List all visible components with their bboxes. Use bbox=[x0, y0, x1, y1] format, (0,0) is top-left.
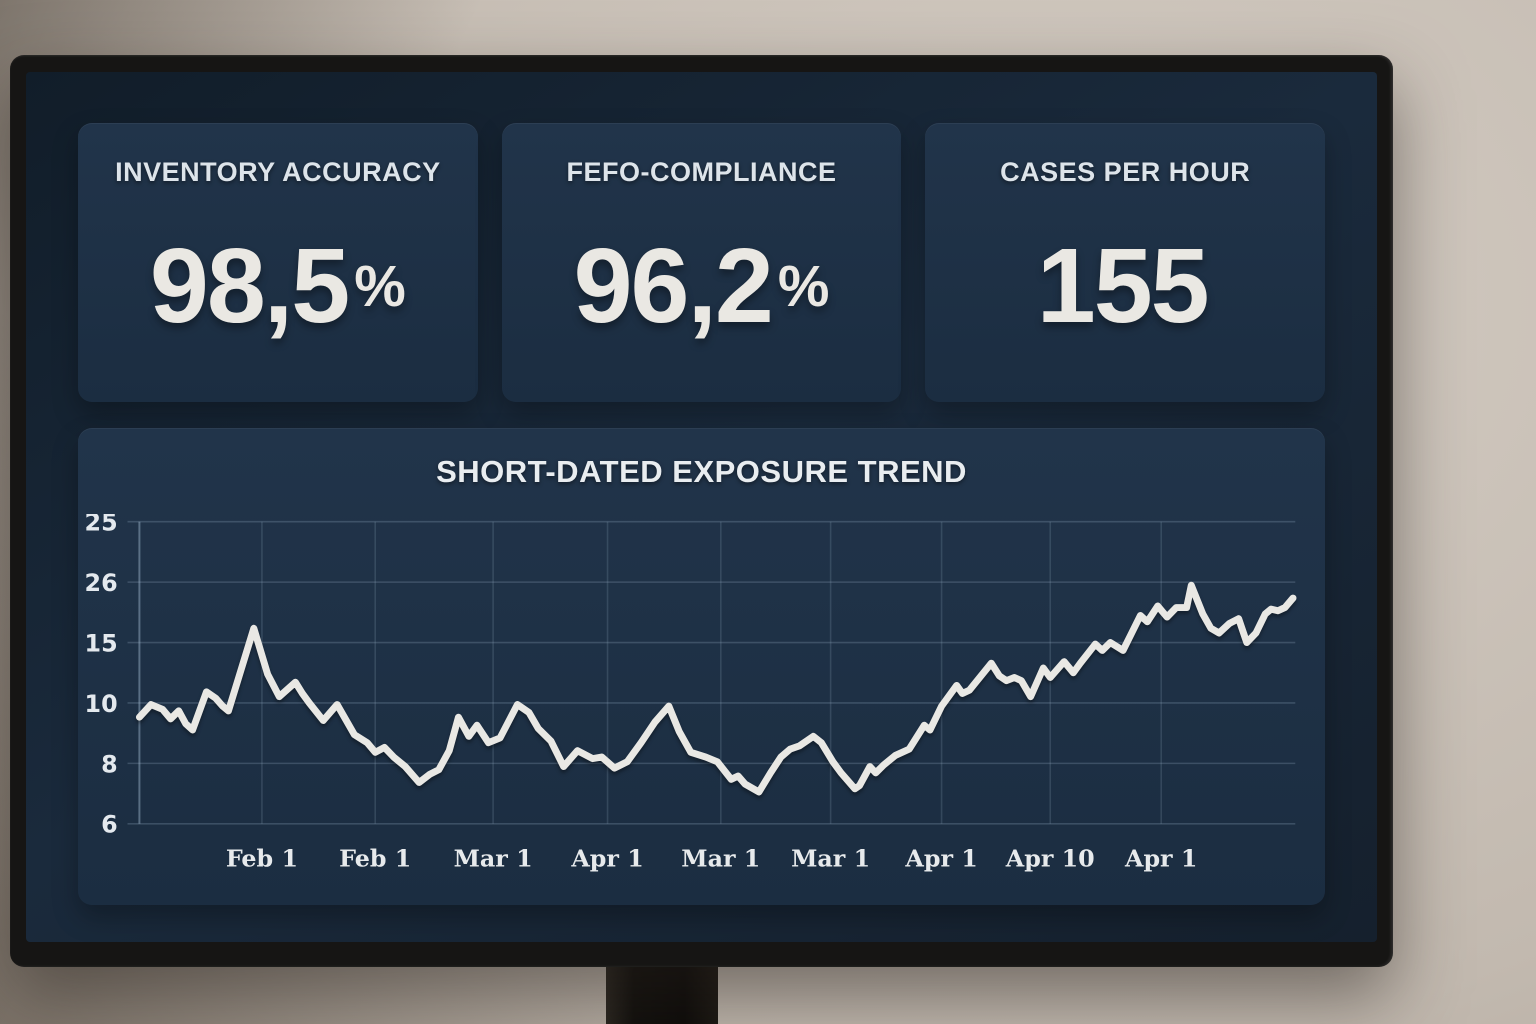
kpi-number: 155 bbox=[1036, 226, 1210, 345]
kpi-label: INVENTORY ACCURACY bbox=[115, 157, 441, 187]
svg-text:Apr 1: Apr 1 bbox=[904, 844, 977, 872]
svg-text:26: 26 bbox=[85, 569, 118, 597]
svg-text:Mar 1: Mar 1 bbox=[454, 844, 533, 872]
kpi-card-cases-per-hour: CASES PER HOUR 155 bbox=[925, 123, 1326, 402]
kpi-row: INVENTORY ACCURACY 98,5% FEFO-COMPLIANCE… bbox=[78, 123, 1326, 402]
tv-stand bbox=[606, 962, 718, 1024]
svg-text:Apr 1: Apr 1 bbox=[1124, 844, 1197, 872]
kpi-number: 96,2 bbox=[573, 226, 774, 345]
kpi-card-inventory-accuracy: INVENTORY ACCURACY 98,5% bbox=[78, 123, 478, 402]
kpi-label: CASES PER HOUR bbox=[1000, 157, 1251, 187]
svg-text:Feb 1: Feb 1 bbox=[339, 844, 411, 872]
tv-monitor-bezel: INVENTORY ACCURACY 98,5% FEFO-COMPLIANCE… bbox=[10, 55, 1393, 967]
kpi-label: FEFO-COMPLIANCE bbox=[566, 157, 837, 187]
chart-title: SHORT-DATED EXPOSURE TREND bbox=[436, 454, 967, 489]
svg-text:Apr 10: Apr 10 bbox=[1005, 844, 1095, 872]
kpi-card-fefo-compliance: FEFO-COMPLIANCE 96,2% bbox=[501, 123, 902, 402]
svg-text:10: 10 bbox=[85, 690, 118, 718]
kpi-value: 96,2% bbox=[574, 188, 830, 402]
kpi-value: 155 bbox=[1037, 188, 1214, 402]
svg-text:Mar 1: Mar 1 bbox=[791, 844, 870, 872]
svg-text:8: 8 bbox=[101, 750, 118, 778]
svg-text:Mar 1: Mar 1 bbox=[681, 844, 760, 872]
svg-text:15: 15 bbox=[85, 629, 118, 657]
trend-chart-card: SHORT-DATED EXPOSURE TREND 25 26 15 10 8 6 Feb… bbox=[78, 428, 1325, 905]
kpi-unit: % bbox=[777, 253, 830, 319]
kpi-value: 98,5% bbox=[150, 188, 406, 402]
svg-text:Feb 1: Feb 1 bbox=[226, 844, 298, 872]
svg-text:6: 6 bbox=[101, 811, 118, 839]
trend-line bbox=[135, 581, 1297, 796]
kpi-number: 98,5 bbox=[149, 226, 350, 345]
line-chart: 25 26 15 10 8 6 Feb 1 Feb 1 Mar 1 Apr 1 Mar 1 Mar 1… bbox=[85, 514, 1297, 872]
kpi-unit: % bbox=[354, 253, 406, 319]
dashboard-screen: INVENTORY ACCURACY 98,5% FEFO-COMPLIANCE… bbox=[26, 72, 1377, 942]
svg-text:Apr 1: Apr 1 bbox=[570, 844, 643, 872]
svg-text:25: 25 bbox=[85, 514, 118, 537]
